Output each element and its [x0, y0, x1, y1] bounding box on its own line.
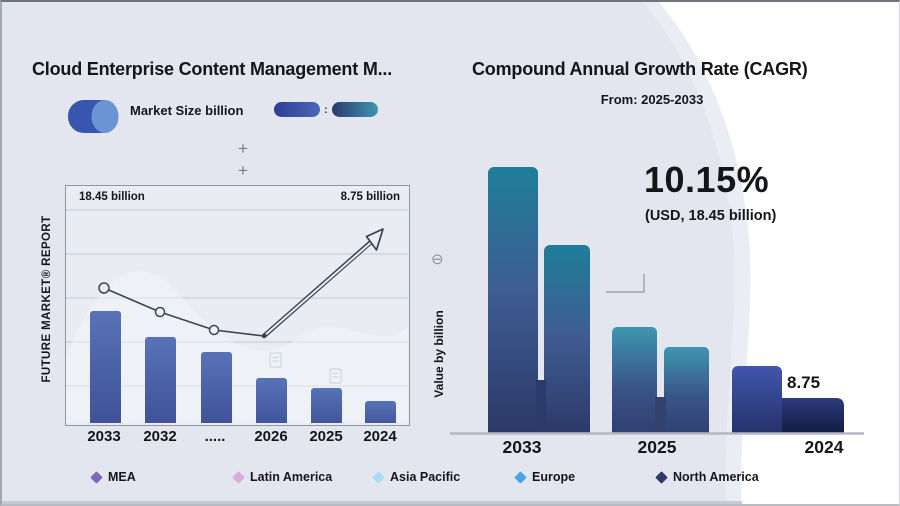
legend-label: Europe [532, 470, 576, 484]
cagr-bar-2024-b [782, 398, 844, 433]
market-size-bar-..... [201, 352, 232, 423]
legend-label: MEA [108, 470, 136, 484]
region-diamond-icon [372, 470, 385, 484]
low-value-label: 8.75 billion [340, 191, 400, 203]
region-diamond-icon [232, 470, 245, 484]
plus-icon-2: + [238, 161, 248, 180]
market-size-cylinder-icon [68, 100, 119, 133]
cagr-year-label-2024: 2024 [804, 437, 844, 457]
trend-marker [98, 282, 110, 294]
low-bar-value-label: 8.75 [787, 373, 821, 392]
region-diamond-icon [90, 470, 103, 484]
bar-merge-fill [536, 380, 546, 433]
year-label-2033: 2033 [87, 428, 121, 445]
pill-separator: : [324, 103, 328, 116]
cagr-bar-2033-b [544, 245, 590, 434]
market-chart-title: Cloud Enterprise Content Management M... [32, 59, 393, 79]
market-size-bar-2033 [90, 311, 121, 423]
clipboard-icon [329, 368, 342, 384]
legend-item-latin-america: Latin America [232, 468, 333, 486]
trend-marker [154, 306, 166, 318]
plus-icon: + [238, 139, 248, 158]
legend-item-mea: MEA [90, 468, 136, 486]
year-label-2024: 2024 [363, 428, 397, 445]
cagr-bar-2025-a [612, 327, 657, 434]
market-size-bar-2025 [311, 388, 342, 423]
year-label-.....: ..... [204, 428, 226, 445]
legend-item-asia-pacific: Asia Pacific [372, 468, 461, 486]
step-annotation-line [606, 274, 645, 293]
ratio-pill-left-icon [274, 102, 320, 117]
ratio-pill-right-icon [331, 102, 378, 117]
watermark-vertical: FUTURE MARKET® REPORT [41, 215, 53, 383]
market-size-bar-2032 [145, 337, 176, 423]
region-diamond-icon [514, 470, 527, 484]
market-size-label: Market Size billion [130, 103, 244, 118]
market-size-bar-2026 [256, 378, 287, 423]
market-size-x-axis: 2033 2032..... 2026 2025 2024 [65, 428, 410, 448]
cagr-year-label-2033: 2033 [502, 437, 542, 457]
legend-item-europe: Europe [514, 468, 576, 486]
legend-item-north-america: North America [655, 468, 759, 486]
region-diamond-icon [655, 470, 668, 484]
legend-label: Asia Pacific [390, 470, 461, 484]
cagr-chart-svg [450, 167, 864, 435]
cagr-year-label-2025: 2025 [637, 437, 677, 457]
legend-label: Latin America [250, 470, 333, 484]
clipboard-icon [269, 352, 282, 368]
year-label-2032: 2032 [143, 428, 177, 445]
high-value-label: 18.45 billion [79, 191, 145, 203]
cagr-usd-note: (USD, 18.45 billion) [645, 208, 777, 224]
market-size-chart-svg [66, 209, 408, 423]
trend-arrowhead [365, 228, 384, 251]
cagr-bar-2025-b [664, 347, 709, 434]
legend-label: North America [673, 470, 759, 484]
market-size-chart-panel: 18.45 billion 8.75 billion [65, 185, 410, 426]
circle-minus-icon: ⊖ [431, 251, 444, 268]
cagr-percent: 10.15% [644, 159, 770, 200]
cagr-chart-title: Compound Annual Growth Rate (CAGR) [472, 59, 808, 79]
market-size-bar-2024 [365, 401, 396, 423]
year-label-2025: 2025 [309, 428, 343, 445]
trend-polyline [103, 287, 265, 337]
ratio-pills: : [274, 102, 378, 117]
date-range-label: From: 2025-2033 [600, 92, 704, 107]
trend-marker [208, 324, 220, 336]
bar-merge-fill [655, 397, 666, 433]
value-axis-label: Value by billion [432, 310, 446, 398]
cagr-bar-2024-a [732, 366, 782, 434]
cagr-bar-2033-a [488, 167, 538, 434]
region-legend: MEA Latin America Asia Pacific Europe North … [2, 468, 899, 488]
year-label-2026: 2026 [254, 428, 288, 445]
